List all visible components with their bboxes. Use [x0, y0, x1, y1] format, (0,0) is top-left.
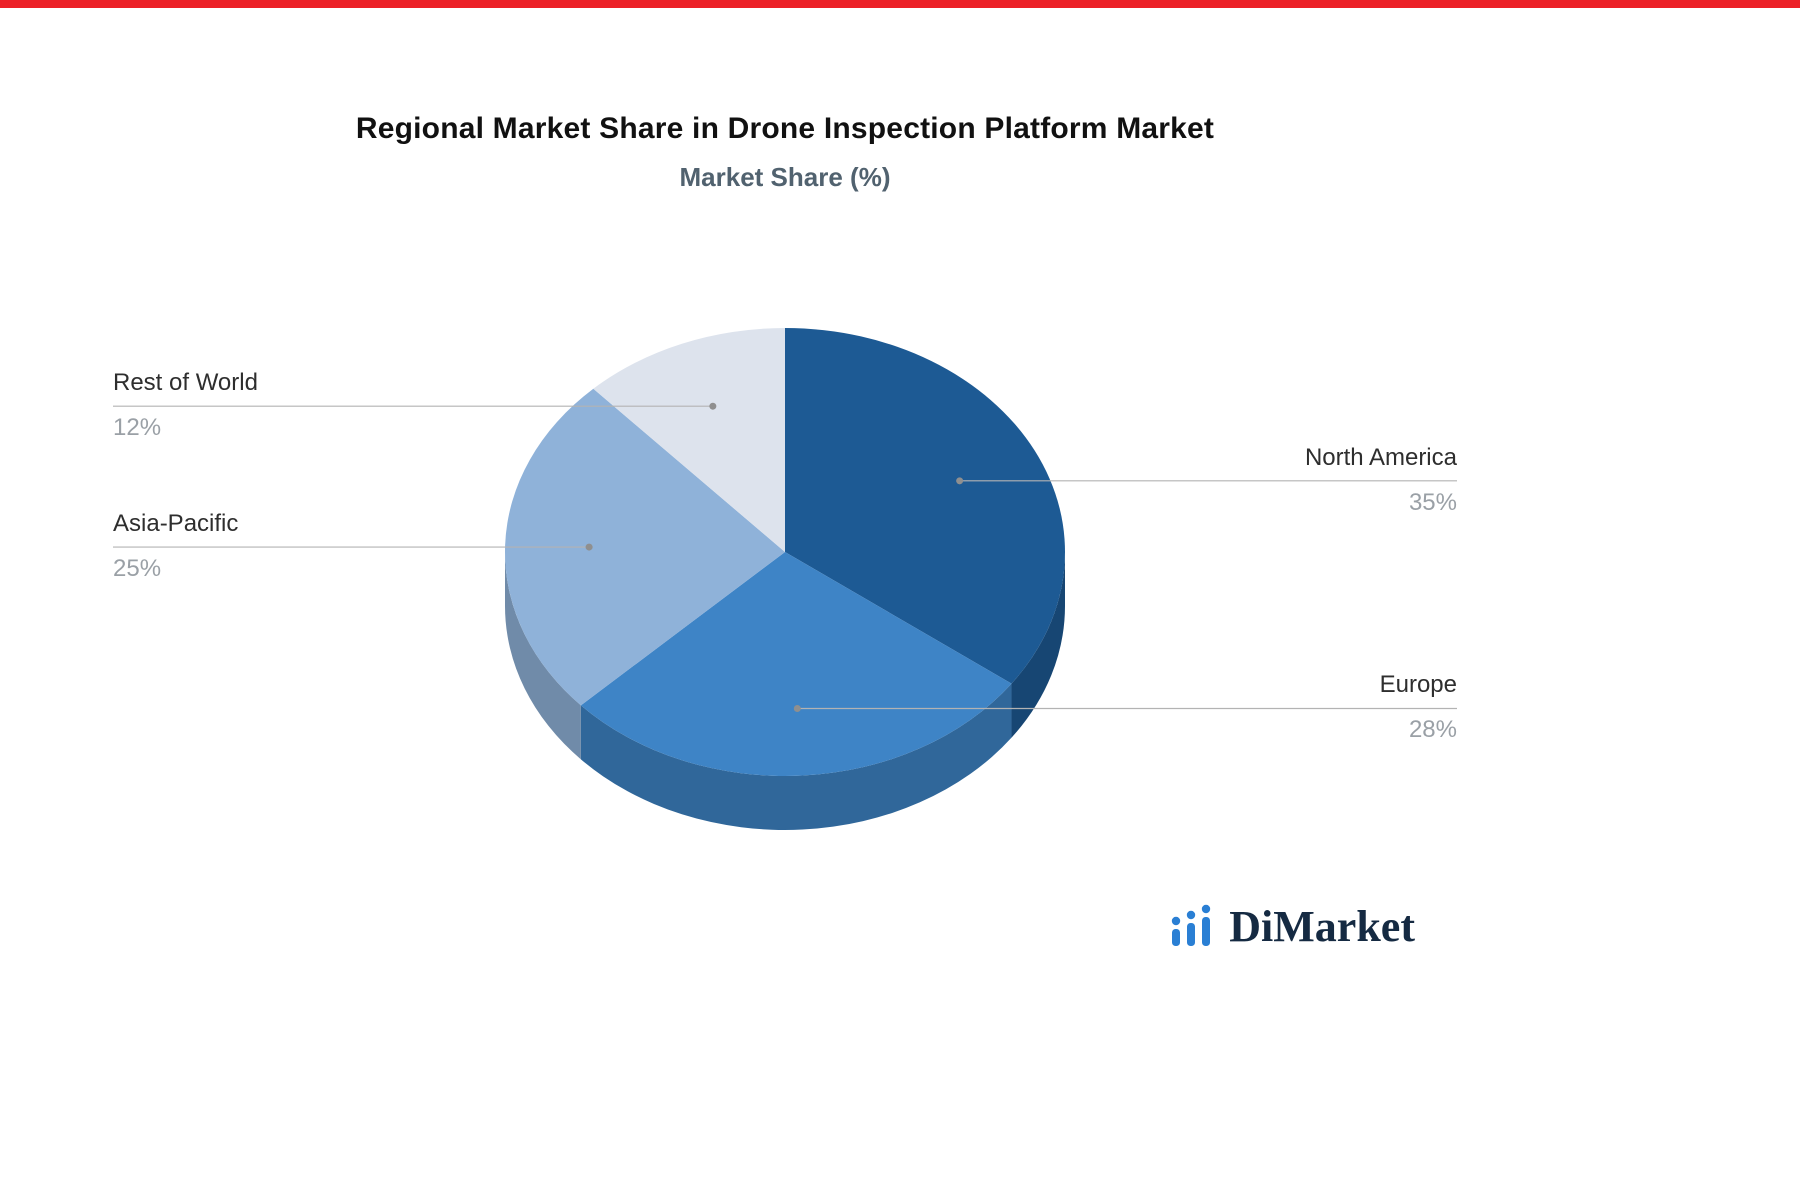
slice-value: 25% — [113, 555, 162, 583]
slice-label: North America — [1304, 443, 1457, 471]
chart-subtitle: Market Share (%) — [679, 162, 891, 192]
slice-value: 28% — [1408, 716, 1457, 744]
chart-header: Regional Market Share in Drone Inspectio… — [0, 112, 1570, 193]
slice-callout-north-america: North America 35% — [1037, 443, 1457, 517]
logo-chart-icon — [1172, 904, 1211, 946]
slice-callout-rest-of-world: Rest of World 12% — [113, 368, 533, 442]
slice-callout-europe: Europe 28% — [1037, 670, 1457, 744]
logo-text: DiMarket — [1229, 902, 1415, 951]
chart-title: Regional Market Share in Drone Inspectio… — [355, 112, 1215, 145]
slice-value: 12% — [113, 414, 162, 442]
slice-label: Rest of World — [113, 369, 258, 397]
slice-callout-asia-pacific: Asia-Pacific 25% — [113, 509, 533, 583]
slice-label: Europe — [1379, 671, 1457, 699]
slice-label: Asia-Pacific — [113, 510, 239, 538]
slice-value: 35% — [1408, 488, 1457, 516]
top-accent-bar — [0, 0, 1800, 8]
brand-logo: DiMarket — [1169, 903, 1415, 951]
